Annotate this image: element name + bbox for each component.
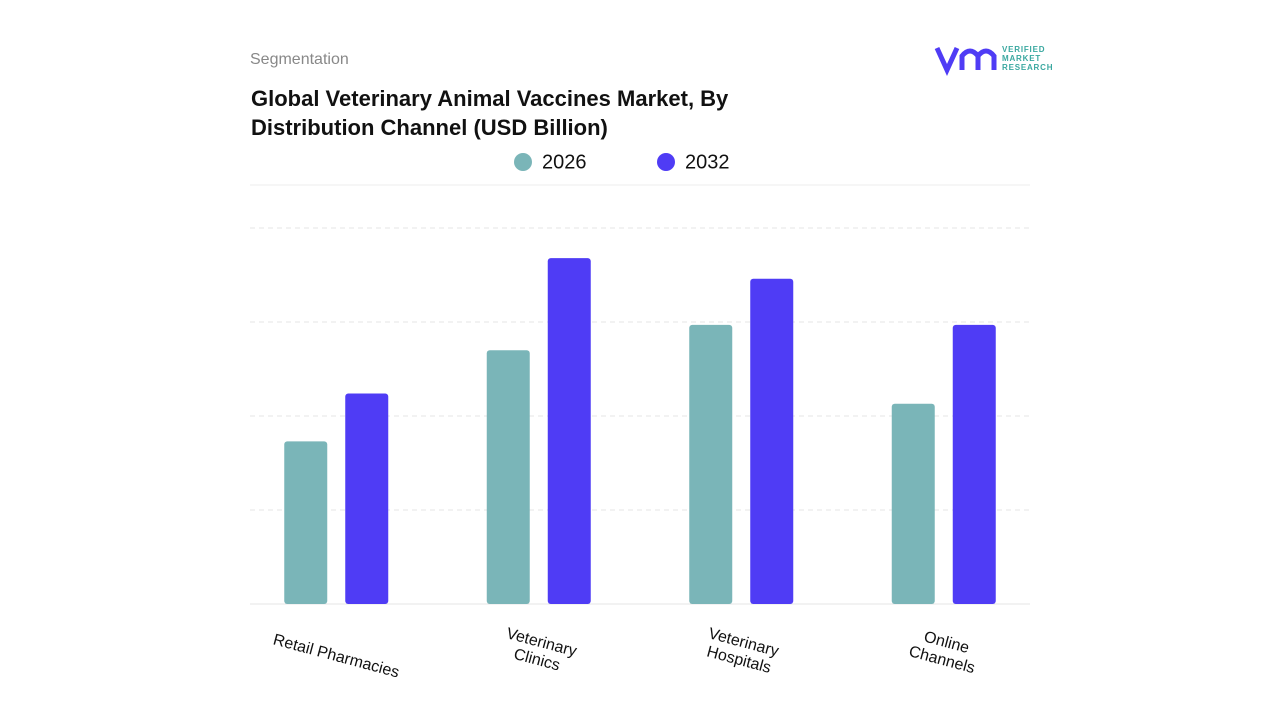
legend-swatch [657,153,675,171]
bar [345,393,389,604]
legend-label: 2032 [685,151,730,173]
bar [547,258,591,604]
logo-mark [934,46,997,77]
bar [689,324,733,604]
bar [486,350,530,604]
legend-label: 2026 [542,151,587,173]
chart-subtitle: Segmentation [250,51,349,68]
bar [952,324,996,604]
legend-swatch [514,153,532,171]
chart-title: Global Veterinary Animal Vaccines Market… [251,86,729,140]
bar [284,441,328,604]
bar [891,403,935,604]
logo-text: VERIFIED MARKET RESEARCH [1002,45,1054,72]
bar [750,278,794,604]
